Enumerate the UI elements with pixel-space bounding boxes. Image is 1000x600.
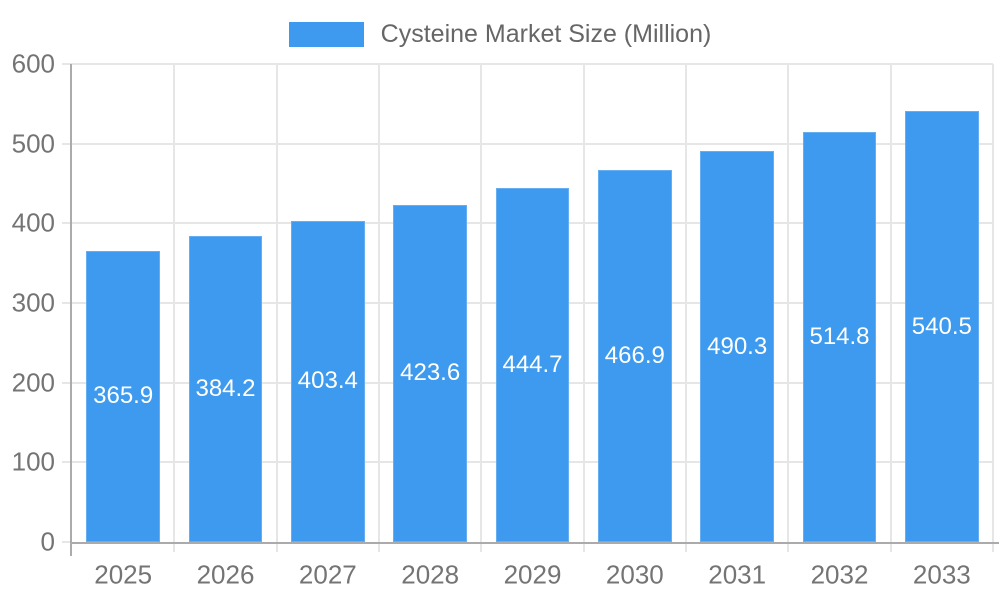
v-gridline	[889, 64, 892, 552]
plot-area: 365.9 384.2 403.4 423.6 444.7 466.9 490.3 514.8…	[12, 49, 999, 590]
bar[interactable]	[495, 187, 570, 542]
x-tick-label: 2029	[503, 559, 562, 590]
y-tick-label: 300	[11, 287, 55, 318]
y-axis-tick	[62, 541, 72, 543]
bar[interactable]	[904, 111, 979, 542]
h-gridline	[62, 142, 993, 145]
bar[interactable]	[597, 170, 672, 542]
bar[interactable]	[802, 131, 877, 542]
x-tick-label: 2026	[196, 559, 255, 590]
bar[interactable]	[290, 220, 365, 542]
x-tick-label: 2031	[708, 559, 767, 590]
v-gridline	[275, 64, 278, 552]
x-tick-label: 2027	[298, 559, 357, 590]
y-tick-label: 600	[11, 48, 55, 79]
bar[interactable]	[393, 204, 467, 542]
bar[interactable]	[188, 235, 263, 542]
legend-swatch	[288, 21, 364, 47]
x-tick-label: 2030	[605, 559, 664, 590]
y-tick-label: 500	[11, 128, 55, 159]
h-gridline	[62, 63, 993, 65]
x-tick-label: 2033	[912, 559, 971, 590]
legend-label: Cysteine Market Size (Million)	[380, 19, 712, 48]
v-gridline	[992, 64, 994, 552]
v-gridline	[378, 64, 380, 552]
x-axis-line	[70, 542, 999, 544]
x-tick-label: 2028	[401, 559, 460, 590]
v-gridline	[173, 64, 176, 552]
y-tick-label: 400	[11, 207, 55, 238]
bar[interactable]	[86, 250, 160, 542]
y-tick-label: 0	[40, 526, 55, 557]
y-axis-line	[70, 64, 72, 556]
x-tick-label: 2032	[810, 559, 869, 590]
y-tick-label: 100	[11, 446, 55, 477]
legend-item[interactable]: Cysteine Market Size (Million)	[0, 20, 1000, 48]
x-tick-label: 2025	[94, 559, 153, 590]
v-gridline	[480, 64, 483, 552]
v-gridline	[685, 64, 687, 552]
v-gridline	[582, 64, 585, 552]
y-tick-label: 200	[11, 367, 55, 398]
bar[interactable]	[700, 151, 774, 542]
v-gridline	[787, 64, 790, 552]
